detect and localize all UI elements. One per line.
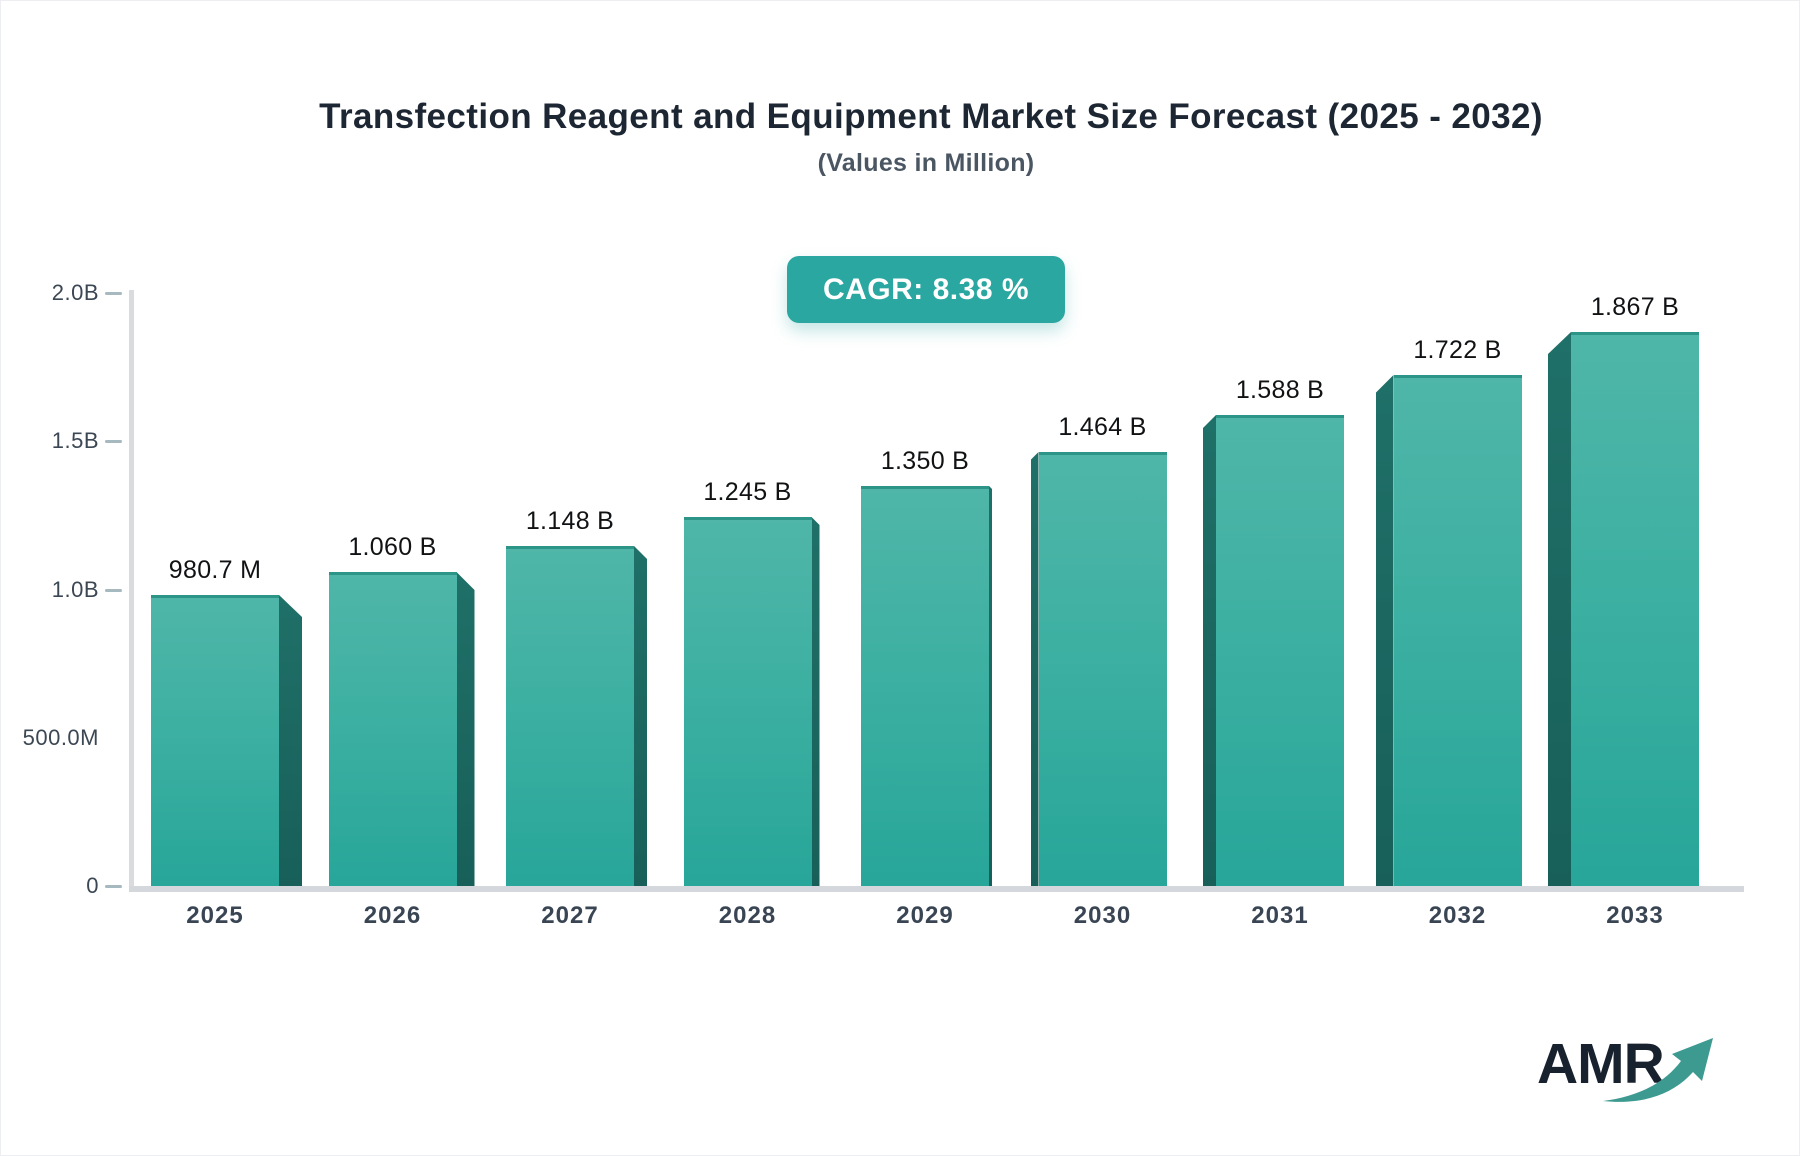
bar-value-label: 1.060 B	[348, 533, 437, 561]
growth-arrow-icon	[1603, 1038, 1713, 1102]
chart-subtitle: (Values in Million)	[817, 149, 1035, 177]
y-tick-dash	[105, 440, 122, 444]
cagr-badge-label: CAGR: 8.38 %	[822, 272, 1030, 306]
x-category-label: 2028	[718, 902, 777, 929]
bar	[1216, 415, 1344, 886]
bar	[1393, 375, 1522, 886]
y-tick-label: 1.5B	[51, 428, 99, 454]
bar-side-face	[1203, 415, 1216, 886]
bar	[1038, 452, 1167, 886]
x-category-label: 2029	[896, 902, 954, 929]
cagr-badge: CAGR: 8.38 %	[787, 256, 1065, 323]
bar-side-face	[456, 572, 475, 886]
bar-value-label: 1.148 B	[525, 507, 615, 535]
y-axis-line	[129, 290, 134, 889]
x-axis-line	[129, 886, 1744, 892]
bar-side-face	[1030, 452, 1039, 886]
x-category-label: 2026	[363, 902, 422, 929]
bar-value-label: 980.7 M	[168, 556, 262, 584]
y-tick-label: 1.0B	[51, 576, 99, 602]
bar	[1571, 332, 1699, 886]
y-tick-dash	[105, 885, 122, 888]
y-tick-dash	[105, 292, 122, 295]
bar-side-face	[989, 486, 992, 886]
bar-side-face	[279, 595, 302, 886]
x-category-label: 2033	[1606, 902, 1664, 929]
x-category-label: 2025	[186, 902, 244, 929]
y-tick-label: 0	[86, 873, 99, 898]
bar	[861, 486, 989, 886]
logo-text: AMR	[1537, 1032, 1665, 1096]
bar-value-label: 1.588 B	[1235, 376, 1325, 404]
bar	[683, 517, 812, 886]
x-category-label: 2030	[1073, 902, 1132, 929]
bar	[328, 572, 457, 886]
y-tick-dash	[105, 588, 122, 592]
bar-value-label: 1.867 B	[1590, 293, 1680, 321]
bar-side-face	[634, 546, 647, 886]
amr-logo: AMR	[1537, 1031, 1737, 1111]
bar-value-label: 1.722 B	[1413, 336, 1502, 364]
chart-title: Transfection Reagent and Equipment Marke…	[319, 97, 1543, 136]
bar-side-face	[1548, 332, 1571, 886]
y-tick-label: 2.0B	[51, 280, 99, 305]
bar-side-face	[1375, 375, 1394, 886]
bar-value-label: 1.464 B	[1058, 413, 1147, 441]
bar	[151, 595, 279, 886]
y-tick-label: 500.0M	[22, 724, 99, 750]
x-category-label: 2027	[541, 902, 599, 929]
x-category-label: 2032	[1428, 902, 1487, 929]
bar-value-label: 1.350 B	[880, 447, 970, 475]
x-category-label: 2031	[1251, 902, 1309, 929]
bar-value-label: 1.245 B	[703, 478, 792, 506]
bar	[506, 546, 634, 886]
bar-side-face	[811, 517, 820, 886]
